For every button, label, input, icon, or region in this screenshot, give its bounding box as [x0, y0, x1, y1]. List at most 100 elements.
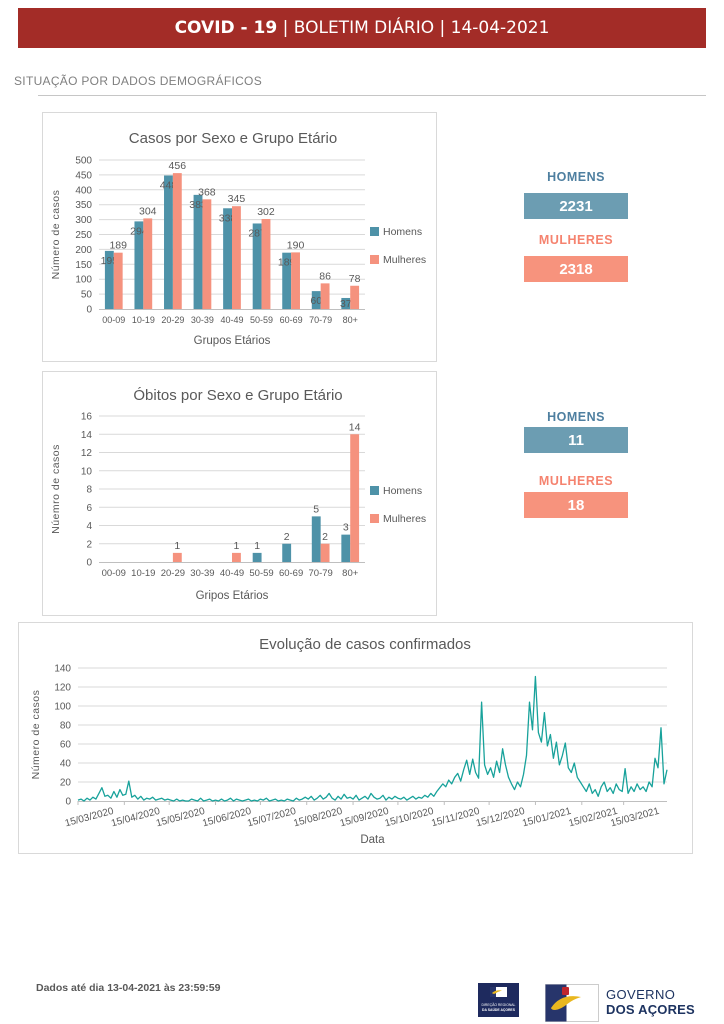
legend-swatch	[370, 255, 379, 264]
x-axis-title: Data	[360, 834, 385, 846]
category-label: 30-39	[190, 568, 214, 579]
legend-swatch	[370, 227, 379, 236]
cases-homens-label: HOMENS	[547, 170, 605, 184]
legend-swatch	[370, 486, 379, 495]
data-label: 368	[198, 186, 216, 198]
deaths-mulheres-value: 18	[567, 496, 585, 514]
bar-homens	[311, 516, 321, 562]
x-axis-title: Grupos Etários	[194, 335, 271, 347]
category-label: 80+	[342, 568, 359, 579]
bar-homens	[341, 534, 351, 562]
y-tick-label: 80	[60, 721, 72, 732]
y-tick-label: 140	[54, 664, 71, 675]
cases-line-series	[77, 675, 668, 802]
data-label: 302	[257, 206, 275, 218]
data-label: 304	[139, 205, 157, 217]
x-tick-label: 15/05/2020	[155, 806, 207, 830]
y-tick-label: 16	[81, 412, 93, 423]
data-label: 60	[310, 295, 322, 307]
category-label: 40-49	[220, 315, 243, 325]
y-tick-label: 4	[86, 521, 92, 532]
bar-mulheres	[113, 252, 123, 309]
section-heading: SITUAÇÃO POR DADOS DEMOGRÁFICOS	[14, 74, 262, 88]
category-label: 00-09	[102, 315, 125, 325]
y-tick-label: 12	[81, 448, 93, 459]
data-label: 78	[349, 273, 361, 285]
y-tick-label: 250	[75, 230, 92, 241]
y-tick-label: 350	[75, 200, 92, 211]
y-tick-label: 8	[86, 485, 92, 496]
deaths-homens-value-box: 11	[524, 427, 628, 453]
bar-homens	[104, 250, 114, 309]
category-label: 00-09	[102, 568, 126, 579]
bar-mulheres	[350, 434, 360, 562]
azores-flag-icon	[545, 984, 599, 1024]
category-label: 10-19	[131, 568, 155, 579]
category-label: 70-79	[309, 315, 332, 325]
y-tick-label: 14	[81, 430, 93, 441]
y-tick-label: 150	[75, 260, 92, 271]
x-tick-label: 15/09/2020	[339, 806, 391, 830]
bar-mulheres	[143, 218, 153, 309]
legend-label: Homens	[383, 226, 422, 238]
data-label: 190	[287, 239, 305, 251]
category-label: 60-69	[280, 315, 303, 325]
svg-text:DIREÇÃO REGIONAL: DIREÇÃO REGIONAL	[482, 1002, 516, 1007]
drs-acores-logo: DIREÇÃO REGIONAL DA SAÚDE AÇORES	[478, 983, 519, 1022]
deaths-mulheres-value-box: 18	[524, 492, 628, 518]
x-tick-label: 15/04/2020	[110, 806, 162, 830]
bar-mulheres	[202, 199, 212, 309]
y-tick-label: 450	[75, 170, 92, 181]
data-label: 1	[174, 540, 180, 552]
chart-title: Casos por Sexo e Grupo Etário	[129, 130, 337, 147]
banner-title: COVID - 19 | BOLETIM DIÁRIO | 14-04-2021	[175, 18, 550, 38]
category-label: 20-29	[161, 568, 185, 579]
evolution-chart-svg: Evolução de casos confirmados 0 20 40 60 80 10…	[30, 636, 668, 846]
chart-title: Evolução de casos confirmados	[259, 636, 471, 653]
bar-mulheres	[320, 283, 330, 309]
data-label: 14	[349, 421, 361, 433]
y-tick-label: 6	[86, 503, 92, 514]
data-label: 2	[284, 531, 290, 543]
x-tick-label: 15/06/2020	[201, 806, 253, 830]
x-tick-label: 15/11/2020	[430, 806, 481, 830]
deaths-chart-svg: Óbitos por Sexo e Grupo Etário0246810121…	[50, 387, 426, 602]
data-label: 189	[109, 240, 127, 252]
cases-chart-svg: Casos por Sexo e Grupo Etário 0 50 100 150 20…	[50, 130, 426, 347]
category-label: 50-59	[249, 568, 273, 579]
y-tick-label: 0	[65, 797, 71, 808]
bar-mulheres	[172, 173, 182, 309]
bar-mulheres	[232, 206, 241, 309]
deaths-by-sex-age-chart: Óbitos por Sexo e Grupo Etário 0 2 4 6 8 10 12 1…	[42, 371, 437, 616]
bar-mulheres	[232, 552, 241, 562]
category-label: 50-59	[250, 315, 273, 325]
x-tick-label: 15/03/2020	[64, 806, 116, 830]
banner-title-rest: | BOLETIM DIÁRIO | 14-04-2021	[277, 18, 550, 38]
x-tick-label: 15/07/2020	[246, 806, 298, 830]
category-label: 10-19	[132, 315, 155, 325]
y-tick-label: 10	[81, 466, 93, 477]
cases-homens-value-box: 2231	[524, 193, 628, 219]
data-label: 1	[254, 540, 260, 552]
x-tick-label: 15/03/2021	[609, 806, 661, 830]
bar-mulheres	[350, 285, 360, 309]
bar-homens	[282, 543, 292, 562]
legend-label: Mulheres	[383, 513, 426, 525]
y-axis-title: Número de casos	[30, 690, 42, 780]
y-tick-label: 400	[75, 185, 92, 196]
gov-logo-line2: DOS AÇORES	[606, 1001, 695, 1017]
cases-mulheres-label: MULHERES	[538, 233, 614, 247]
bar-homens	[311, 291, 321, 309]
y-tick-label: 0	[86, 558, 92, 569]
legend-label: Mulheres	[383, 254, 426, 266]
x-tick-label: 15/10/2020	[384, 806, 436, 830]
category-label: 60-69	[279, 568, 303, 579]
bar-homens	[223, 208, 232, 309]
y-tick-label: 100	[54, 702, 71, 713]
legend-swatch	[370, 514, 379, 523]
x-tick-label: 15/01/2021	[521, 806, 573, 830]
data-label: 5	[313, 503, 319, 515]
legend-label: Homens	[383, 485, 422, 497]
bar-homens	[134, 221, 144, 309]
